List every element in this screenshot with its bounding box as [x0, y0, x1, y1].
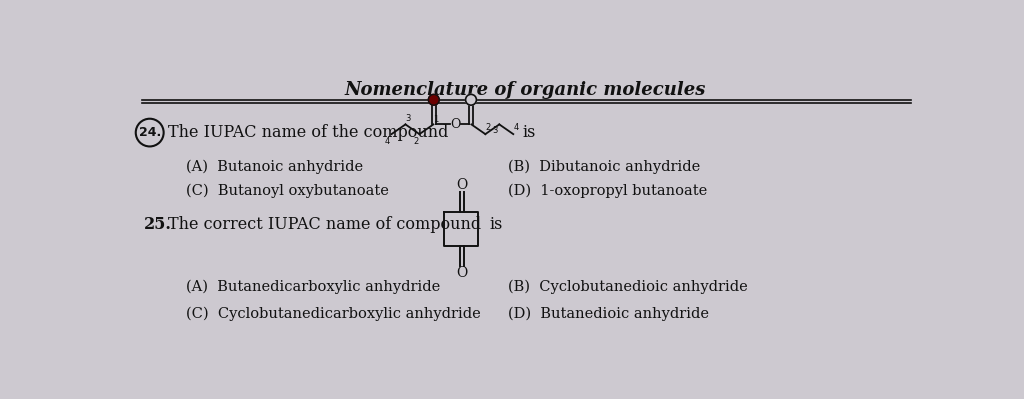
Text: 24.: 24.	[138, 126, 161, 139]
Text: The correct IUPAC name of compound: The correct IUPAC name of compound	[168, 217, 481, 233]
Text: O: O	[456, 266, 467, 280]
Text: (A)  Butanoic anhydride: (A) Butanoic anhydride	[186, 160, 364, 174]
Text: Nomenclature of organic molecules: Nomenclature of organic molecules	[344, 81, 706, 99]
Text: (C)  Cyclobutanedicarboxylic anhydride: (C) Cyclobutanedicarboxylic anhydride	[186, 306, 481, 321]
Circle shape	[466, 95, 476, 105]
Text: 3: 3	[406, 114, 411, 123]
Text: (D)  1-oxopropyl butanoate: (D) 1-oxopropyl butanoate	[508, 183, 707, 198]
Text: O: O	[456, 178, 467, 192]
Text: 4: 4	[514, 123, 519, 132]
Text: (D)  Butanedioic anhydride: (D) Butanedioic anhydride	[508, 306, 709, 321]
Text: O: O	[450, 118, 460, 131]
Text: The IUPAC name of the compound: The IUPAC name of the compound	[168, 124, 449, 141]
Text: is: is	[522, 124, 536, 141]
Text: 25.: 25.	[143, 217, 171, 233]
Text: 1: 1	[433, 115, 438, 124]
Circle shape	[428, 95, 439, 105]
Text: 2: 2	[413, 137, 418, 146]
Text: 4: 4	[385, 137, 390, 146]
Text: 2: 2	[485, 123, 490, 132]
Text: (C)  Butanoyl oxybutanoate: (C) Butanoyl oxybutanoate	[186, 183, 389, 198]
Text: 3: 3	[493, 126, 498, 135]
Text: (B)  Dibutanoic anhydride: (B) Dibutanoic anhydride	[508, 160, 700, 174]
Text: (A)  Butanedicarboxylic anhydride: (A) Butanedicarboxylic anhydride	[186, 279, 440, 294]
Text: is: is	[489, 217, 504, 233]
Text: (B)  Cyclobutanedioic anhydride: (B) Cyclobutanedioic anhydride	[508, 279, 748, 294]
